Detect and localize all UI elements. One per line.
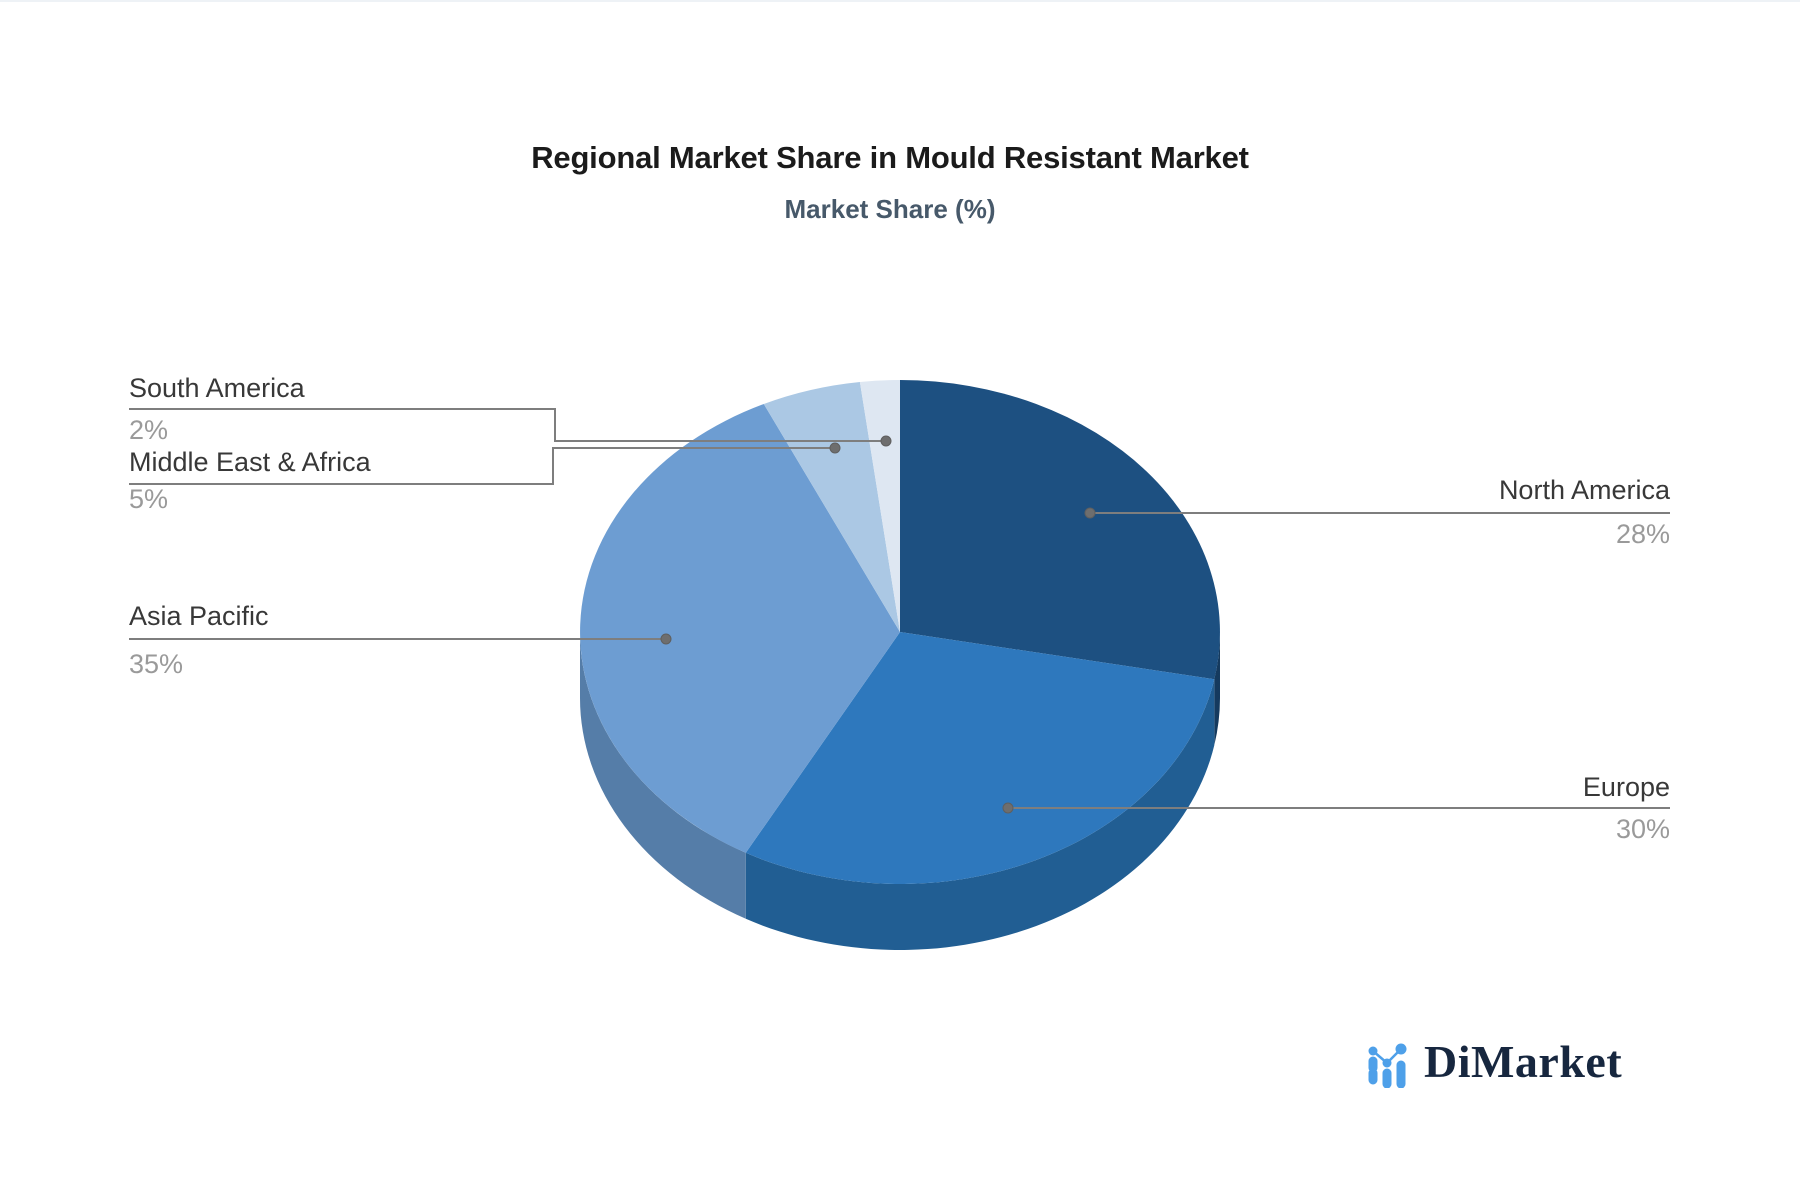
- callout-label-europe: Europe: [1582, 772, 1670, 802]
- callout-value-europe: 30%: [1615, 814, 1670, 844]
- anchor-dot-asia-pacific: [660, 633, 672, 645]
- chart-title: Regional Market Share in Mould Resistant…: [531, 140, 1249, 175]
- callout-label-south-america: South America: [129, 373, 305, 403]
- callout-label-asia-pacific: Asia Pacific: [129, 601, 269, 631]
- brand-logo: DiMarket: [1365, 1036, 1622, 1088]
- anchor-dot-europe: [1002, 802, 1014, 814]
- callout-label-north-america: North America: [1498, 475, 1670, 505]
- callout-label-middle-east-africa: Middle East & Africa: [129, 447, 371, 477]
- pie-slice-side-north-america[interactable]: [1214, 632, 1220, 746]
- anchor-dot-south-america: [880, 435, 892, 447]
- pie-slice-asia-pacific[interactable]: [580, 404, 900, 853]
- pie-slice-north-america[interactable]: [900, 380, 1220, 680]
- callout-value-north-america: 28%: [1615, 519, 1670, 549]
- callout-leader-lines: [129, 408, 1670, 814]
- chart-subtitle: Market Share (%): [784, 194, 996, 224]
- dimarket-logo-icon: [1368, 1043, 1407, 1088]
- callout-value-middle-east-africa: 5%: [129, 484, 169, 514]
- anchor-dot-middle-east-africa: [829, 442, 841, 454]
- callout-value-asia-pacific: 35%: [129, 649, 184, 679]
- pie-slice-side-asia-pacific[interactable]: [580, 632, 746, 919]
- callout-value-south-america: 2%: [129, 415, 169, 445]
- pie-slice-middle-east-africa[interactable]: [763, 382, 900, 632]
- pie-slice-side-europe[interactable]: [745, 679, 1215, 950]
- top-border: [0, 0, 1800, 2]
- leader-south-america: [129, 408, 886, 442]
- pie-slices: [580, 380, 1220, 950]
- leader-middle-east-africa: [129, 447, 835, 485]
- brand-logo-text: DiMarket: [1424, 1036, 1623, 1087]
- pie-slice-europe[interactable]: [745, 632, 1215, 884]
- anchor-dot-north-america: [1084, 507, 1096, 519]
